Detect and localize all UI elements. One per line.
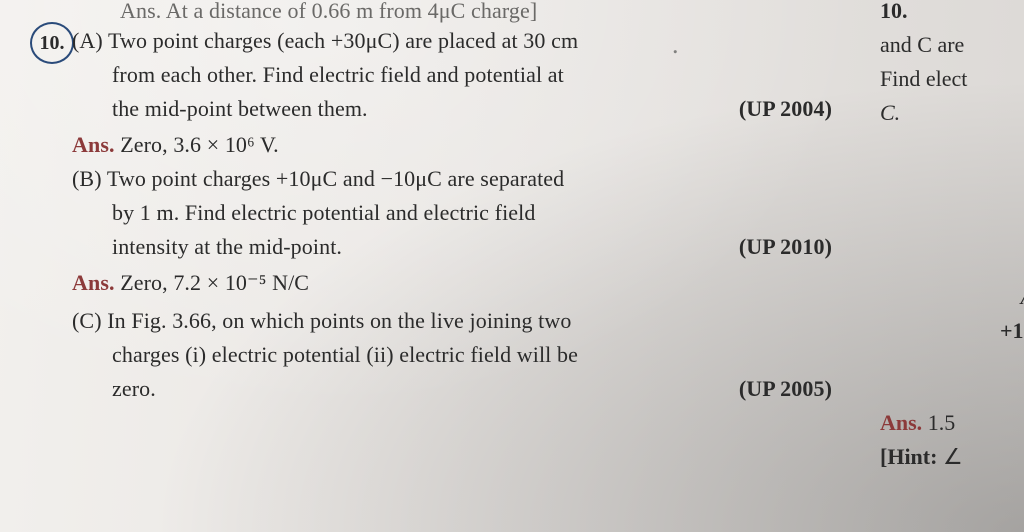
ans-b-label: Ans. — [72, 270, 115, 295]
q10b-line1: (B) Two point charges +10μC and −10μC ar… — [72, 162, 832, 196]
ans-b-value: Zero, 7.2 × 10⁻⁵ N/C — [115, 270, 310, 295]
page-root: 10. Ans. At a distance of 0.66 m from 4μ… — [0, 0, 1024, 532]
right-partial-1: 10. — [880, 0, 1024, 28]
q10c-line1: (C) In Fig. 3.66, on which points on the… — [72, 304, 832, 338]
q10c: (C) In Fig. 3.66, on which points on the… — [72, 304, 832, 406]
q10a-line3-text: the mid-point between them. — [112, 92, 739, 126]
q10b-exam: (UP 2010) — [739, 230, 832, 264]
q10b-line3-text: intensity at the mid-point. — [112, 230, 739, 264]
q10a: (A) Two point charges (each +30μC) are p… — [72, 24, 832, 126]
q10b-line3: intensity at the mid-point. (UP 2010) — [72, 230, 832, 264]
q10a-line3: the mid-point between them. (UP 2004) — [72, 92, 832, 126]
ans-b: Ans. Zero, 7.2 × 10⁻⁵ N/C — [72, 266, 832, 300]
q10c-exam: (UP 2005) — [739, 372, 832, 406]
q10a-line2: from each other. Find electric field and… — [72, 58, 832, 92]
right-partial-3: Find elect — [880, 62, 1024, 96]
right-mid-2: +1.2 — [880, 314, 1024, 348]
question-number-circle: 10. — [30, 22, 74, 64]
left-column: (A) Two point charges (each +30μC) are p… — [72, 0, 832, 408]
right-partial-2: and C are — [880, 28, 1024, 62]
ans-a: Ans. Zero, 3.6 × 10⁶ V. — [72, 128, 832, 162]
q10b-line2: by 1 m. Find electric potential and elec… — [72, 196, 832, 230]
right-ans: Ans. 1.5 — [880, 406, 1024, 440]
right-mid-1: A — [880, 280, 1024, 314]
right-ans-value: 1.5 — [922, 410, 955, 435]
question-number: 10. — [40, 32, 65, 55]
right-hint-value: ∠ — [937, 444, 962, 469]
ans-a-value: Zero, 3.6 × 10⁶ V. — [115, 132, 279, 157]
q10a-exam: (UP 2004) — [739, 92, 832, 126]
right-column: 10. and C are Find elect C. A +1.2 Ans. … — [880, 0, 1024, 474]
right-ans-label: Ans. — [880, 410, 922, 435]
ans-a-label: Ans. — [72, 132, 115, 157]
q10c-line3-text: zero. — [112, 372, 739, 406]
q10b: (B) Two point charges +10μC and −10μC ar… — [72, 162, 832, 264]
right-partial-4: C. — [880, 96, 1024, 130]
q10a-line1: (A) Two point charges (each +30μC) are p… — [72, 24, 832, 58]
right-hint-label: [Hint: — [880, 444, 937, 469]
q10c-line3: zero. (UP 2005) — [72, 372, 832, 406]
q10c-line2: charges (i) electric potential (ii) elec… — [72, 338, 832, 372]
right-hint: [Hint: ∠ — [880, 440, 1024, 474]
